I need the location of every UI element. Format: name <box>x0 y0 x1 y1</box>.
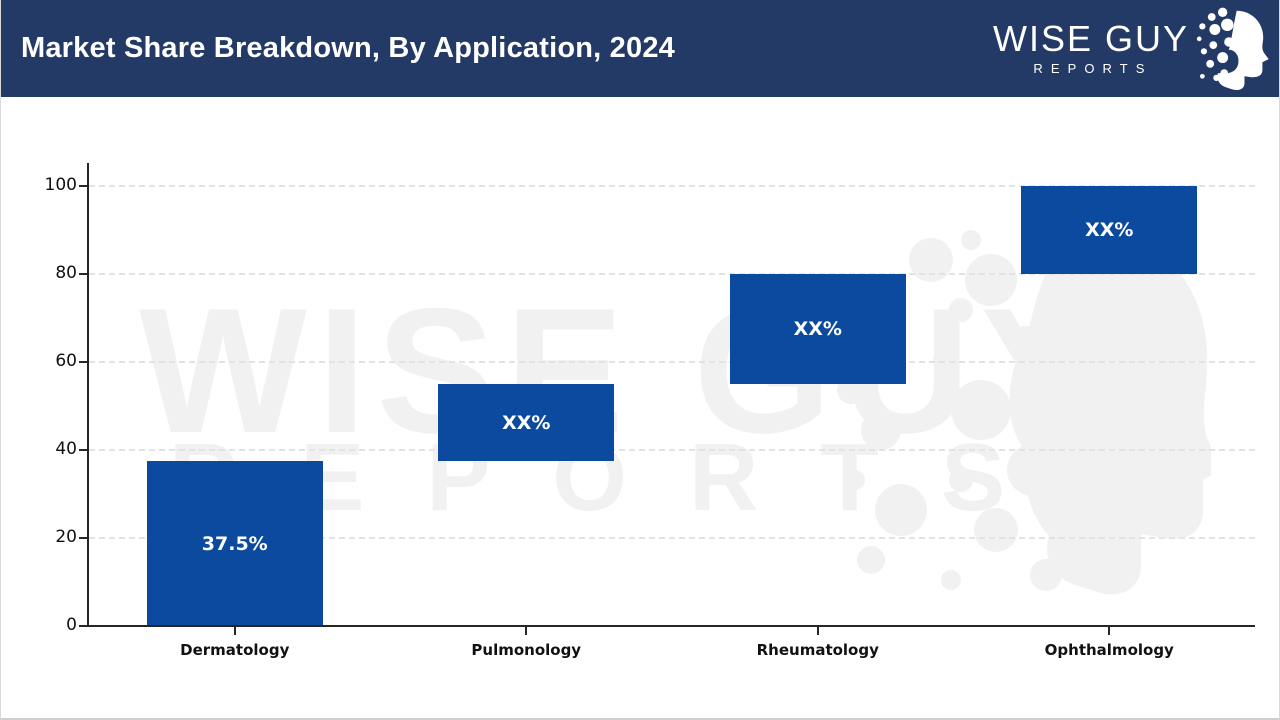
y-tick-mark-100 <box>79 185 88 187</box>
brand-logo-text: WISE GUY REPORTS <box>992 17 1189 78</box>
bar-value-label: 37.5% <box>201 532 268 555</box>
header-bar: Market Share Breakdown, By Application, … <box>1 0 1279 97</box>
brand-head-icon <box>1196 7 1269 90</box>
bar-value-label: XX% <box>502 411 551 434</box>
bar-ophthalmology: XX% <box>1021 186 1198 274</box>
bar-dermatology: 37.5% <box>146 461 323 626</box>
page-title: Market Share Breakdown, By Application, … <box>21 32 675 64</box>
x-tick-mark-dermatology <box>233 627 236 635</box>
brand-name: WISE GUY <box>992 17 1189 59</box>
x-tick-label-dermatology: Dermatology <box>180 641 290 659</box>
y-axis-spine <box>87 163 89 627</box>
gridline-40 <box>89 449 1255 451</box>
y-tick-label-80: 80 <box>55 263 77 283</box>
brand-logo: WISE GUY REPORTS <box>992 6 1279 92</box>
x-tick-mark-pulmonology <box>525 627 528 635</box>
y-tick-label-100: 100 <box>44 175 77 195</box>
gridline-100 <box>89 185 1255 187</box>
y-tick-mark-20 <box>79 537 88 539</box>
bar-rheumatology: XX% <box>729 274 906 384</box>
bar-value-label: XX% <box>793 318 842 340</box>
y-tick-mark-40 <box>79 449 88 451</box>
y-tick-label-40: 40 <box>55 439 77 459</box>
gridline-20 <box>89 537 1255 539</box>
y-tick-mark-80 <box>79 273 88 275</box>
y-tick-mark-0 <box>79 625 88 627</box>
y-tick-label-0: 0 <box>66 615 77 635</box>
x-axis-spine <box>87 625 1255 627</box>
gridline-80 <box>89 273 1255 275</box>
bar-pulmonology: XX% <box>438 384 615 461</box>
gridline-60 <box>89 361 1255 363</box>
watermark-text-line1: WISE GUY <box>139 271 1110 470</box>
x-tick-label-rheumatology: Rheumatology <box>756 641 879 659</box>
bar-value-label: XX% <box>1085 219 1134 241</box>
x-tick-mark-ophthalmology <box>1108 627 1111 635</box>
y-tick-mark-60 <box>79 361 88 363</box>
y-tick-label-20: 20 <box>55 527 77 547</box>
y-tick-label-60: 60 <box>55 351 77 371</box>
x-tick-mark-rheumatology <box>816 627 819 635</box>
x-tick-label-ophthalmology: Ophthalmology <box>1044 641 1174 659</box>
x-tick-label-pulmonology: Pulmonology <box>471 641 582 659</box>
watermark-head-graphic <box>833 224 1211 595</box>
brand-subname: REPORTS <box>1033 60 1153 76</box>
